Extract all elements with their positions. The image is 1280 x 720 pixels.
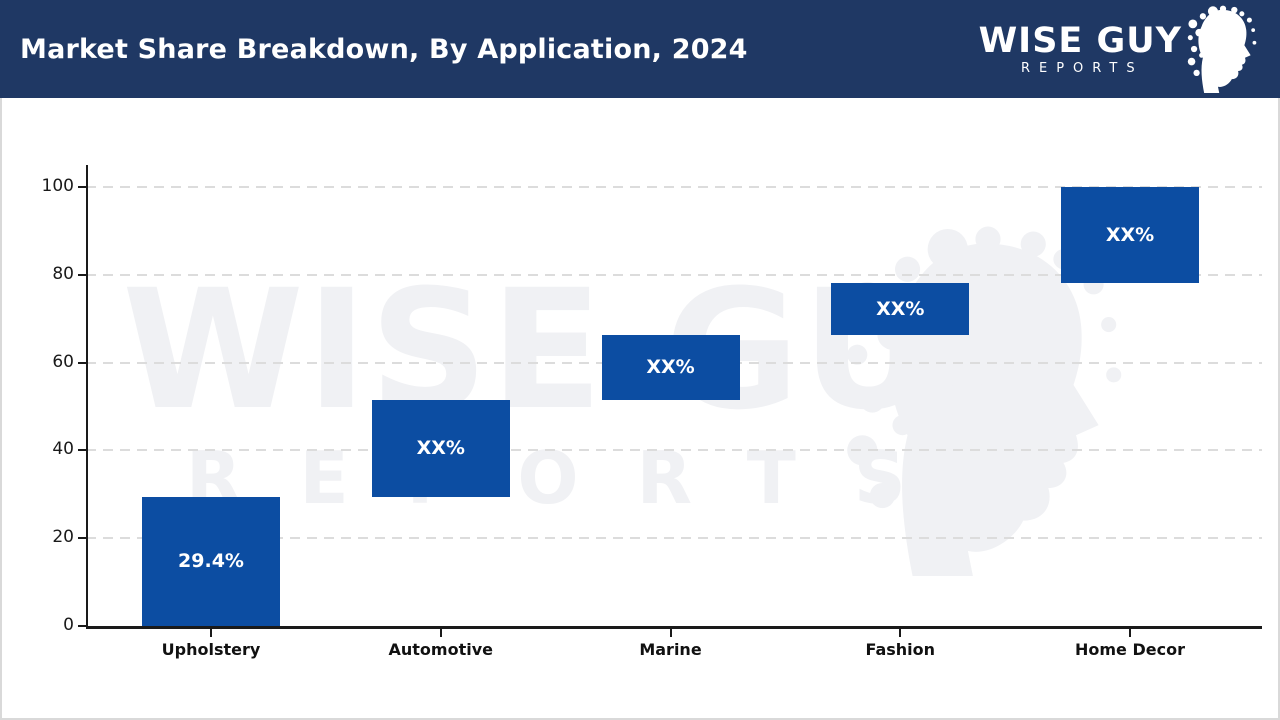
y-tick-80: [78, 273, 86, 276]
gridline-40: [86, 449, 1262, 452]
bar-marine: XX%: [601, 334, 740, 400]
header-bar: Market Share Breakdown, By Application, …: [0, 0, 1280, 98]
wise-guy-reports-logo: WISE GUY REPORTS: [979, 5, 1262, 93]
bar-home-decor: XX%: [1061, 187, 1199, 284]
gridline-100: [86, 186, 1262, 188]
bar-value-label: XX%: [416, 437, 465, 460]
logo-wiseguy-label: WISE GUY: [978, 20, 1182, 61]
page-title: Market Share Breakdown, By Application, …: [20, 33, 748, 65]
head-profile-dots-icon: [1184, 5, 1262, 93]
x-tick-3: [899, 629, 902, 637]
y-tick-label-40: 40: [52, 439, 74, 460]
watermark-text-reports: REPORTS: [186, 436, 964, 520]
y-tick-label-60: 60: [52, 351, 74, 372]
y-tick-20: [78, 537, 86, 540]
bar-fashion: XX%: [831, 283, 970, 335]
x-category-label: Home Decor: [1075, 640, 1185, 659]
bar-value-label: XX%: [646, 356, 695, 379]
gridline-80: [86, 273, 1262, 276]
bar-value-label: 29.4%: [178, 550, 244, 573]
x-category-label: Automotive: [388, 640, 494, 659]
x-axis-line: [86, 626, 1262, 629]
bar-value-label: XX%: [876, 298, 925, 321]
bar-value-label: XX%: [1105, 224, 1155, 247]
y-tick-0: [78, 625, 86, 627]
y-tick-60: [78, 361, 86, 364]
logo-text: WISE GUY REPORTS: [978, 20, 1182, 76]
x-category-label: Fashion: [865, 640, 936, 659]
y-tick-label-0: 0: [63, 615, 74, 635]
y-tick-label-80: 80: [52, 263, 74, 284]
x-category-label: Marine: [639, 640, 702, 659]
x-tick-0: [210, 629, 212, 637]
x-tick-4: [1129, 629, 1131, 637]
y-tick-100: [78, 186, 86, 188]
logo-reports-label: REPORTS: [1020, 60, 1144, 76]
y-tick-label-20: 20: [52, 527, 74, 548]
bar-upholstery: 29.4%: [142, 496, 280, 626]
x-tick-1: [439, 629, 442, 637]
x-tick-2: [669, 629, 672, 637]
y-tick-label-100: 100: [41, 176, 74, 196]
gridline-20: [86, 537, 1262, 540]
y-tick-40: [78, 449, 86, 452]
x-category-label: Upholstery: [161, 640, 261, 659]
bar-automotive: XX%: [371, 399, 510, 497]
y-axis-line: [86, 165, 88, 629]
